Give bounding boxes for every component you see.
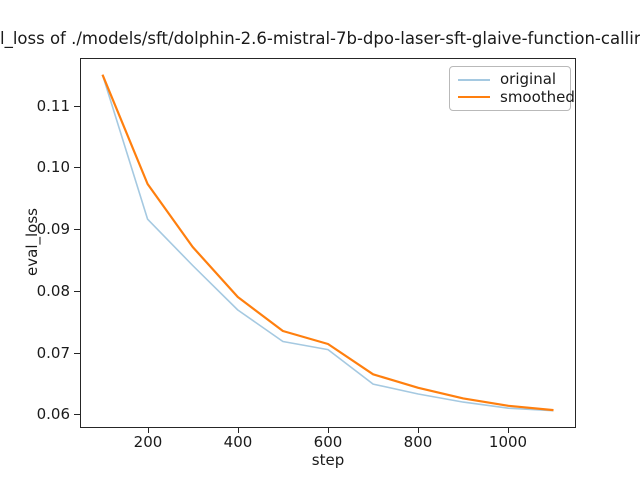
y-tick-label-0.08: 0.08 [36,282,70,300]
x-tick-label-1000: 1000 [488,433,528,451]
y-tick-label-0.06: 0.06 [36,405,70,423]
x-tick-label-600: 600 [313,433,343,451]
y-tick-mark-0.09 [74,229,80,230]
y-tick-label-0.09: 0.09 [36,220,70,238]
y-axis-label: eval_loss [23,208,41,276]
legend-entry-original: original [458,72,562,87]
x-tick-mark-800 [418,428,419,433]
x-tick-mark-200 [148,428,149,433]
chart-title: l_loss of ./models/sft/dolphin-2.6-mistr… [0,29,640,48]
y-tick-label-0.11: 0.11 [36,97,70,115]
series-smoothed-line [101,74,554,412]
smoothed-line-swatch [458,96,490,99]
plot-area [80,58,576,428]
x-tick-label-400: 400 [223,433,253,451]
y-tick-mark-0.08 [74,291,80,292]
legend-entry-smoothed: smoothed [458,89,575,105]
y-tick-label-0.07: 0.07 [36,344,70,362]
x-tick-label-800: 800 [403,433,433,451]
x-tick-mark-1000 [508,428,509,433]
series-original-line [101,74,554,412]
y-tick-mark-0.07 [74,353,80,354]
x-tick-mark-400 [238,428,239,433]
y-tick-mark-0.11 [74,106,80,107]
original-line-swatch [458,78,490,81]
legend: original smoothed [449,66,575,111]
y-tick-mark-0.10 [74,167,80,168]
x-tick-mark-600 [328,428,329,433]
x-axis-label: step [311,451,345,469]
x-tick-label-200: 200 [133,433,163,451]
axes-frame [80,58,576,428]
y-tick-mark-0.06 [74,414,80,415]
legend-label-smoothed: smoothed [500,87,575,106]
y-tick-label-0.10: 0.10 [36,158,70,176]
legend-label-original: original [500,70,557,89]
